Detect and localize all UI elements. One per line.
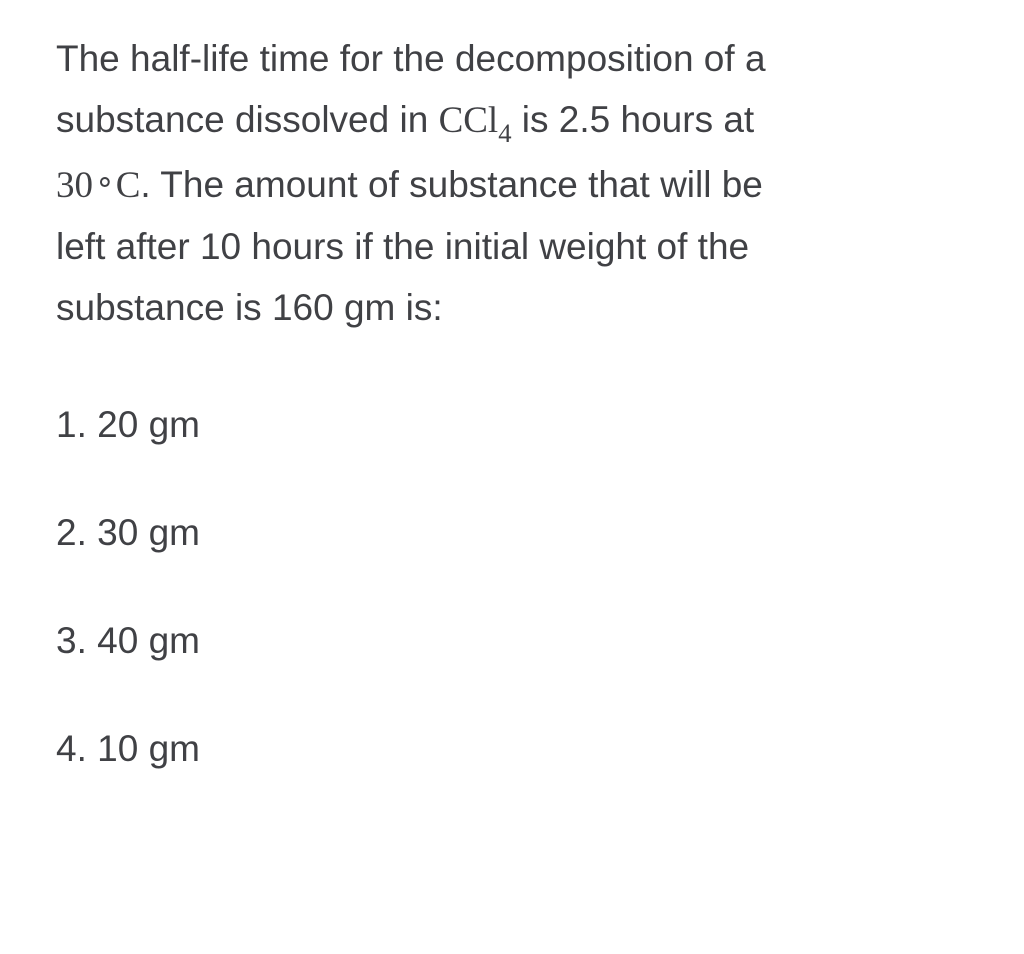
temperature-value: 30 <box>56 165 93 206</box>
temperature-unit: C <box>116 165 141 206</box>
question-stem: The half-life time for the decomposition… <box>56 28 974 339</box>
option-1[interactable]: 1. 20 gm <box>56 401 974 449</box>
option-text: 40 gm <box>97 620 200 661</box>
option-3[interactable]: 3. 40 gm <box>56 617 974 665</box>
option-text: 10 gm <box>97 728 200 769</box>
option-4[interactable]: 4. 10 gm <box>56 725 974 773</box>
option-number: 2. <box>56 512 87 553</box>
option-2[interactable]: 2. 30 gm <box>56 509 974 557</box>
question-line-2-post: is 2.5 hours at <box>512 99 755 140</box>
question-line-2-pre: substance dissolved in <box>56 99 439 140</box>
chem-formula: CCl4 <box>439 100 512 141</box>
chem-main: CCl <box>439 100 499 141</box>
options-list: 1. 20 gm 2. 30 gm 3. 40 gm 4. 10 gm <box>56 401 974 773</box>
option-text: 20 gm <box>97 404 200 445</box>
question-line-3-post: . The amount of substance that will be <box>140 164 763 205</box>
question-line-5: substance is 160 gm is: <box>56 287 443 328</box>
chem-subscript: 4 <box>498 118 511 148</box>
option-number: 3. <box>56 620 87 661</box>
degree-symbol: ∘ <box>95 164 115 199</box>
question-line-4: left after 10 hours if the initial weigh… <box>56 226 749 267</box>
option-number: 1. <box>56 404 87 445</box>
option-number: 4. <box>56 728 87 769</box>
question-line-1: The half-life time for the decomposition… <box>56 38 766 79</box>
option-text: 30 gm <box>97 512 200 553</box>
